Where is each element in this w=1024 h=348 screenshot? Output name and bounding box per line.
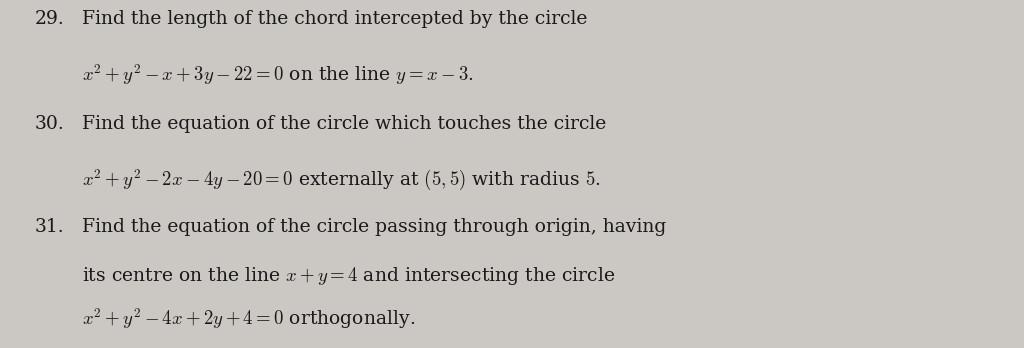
Text: 29.: 29. xyxy=(35,10,65,28)
Text: 30.: 30. xyxy=(35,115,65,133)
Text: Find the equation of the circle which touches the circle: Find the equation of the circle which to… xyxy=(82,115,606,133)
Text: $x^2+y^2-4x+2y+4=0$ orthogonally.: $x^2+y^2-4x+2y+4=0$ orthogonally. xyxy=(82,306,415,331)
Text: Find the equation of the circle passing through origin, having: Find the equation of the circle passing … xyxy=(82,218,667,236)
Text: 31.: 31. xyxy=(35,218,65,236)
Text: $x^2+y^2-x+3y-22=0$ on the line $y=x-3$.: $x^2+y^2-x+3y-22=0$ on the line $y=x-3$. xyxy=(82,62,473,87)
Text: $x^2+y^2-2x-4y-20=0$ externally at $(5, 5)$ with radius $5$.: $x^2+y^2-2x-4y-20=0$ externally at $(5, … xyxy=(82,168,600,193)
Text: its centre on the line $x+y=4$ and intersecting the circle: its centre on the line $x+y=4$ and inter… xyxy=(82,265,615,287)
Text: Find the length of the chord intercepted by the circle: Find the length of the chord intercepted… xyxy=(82,10,588,28)
